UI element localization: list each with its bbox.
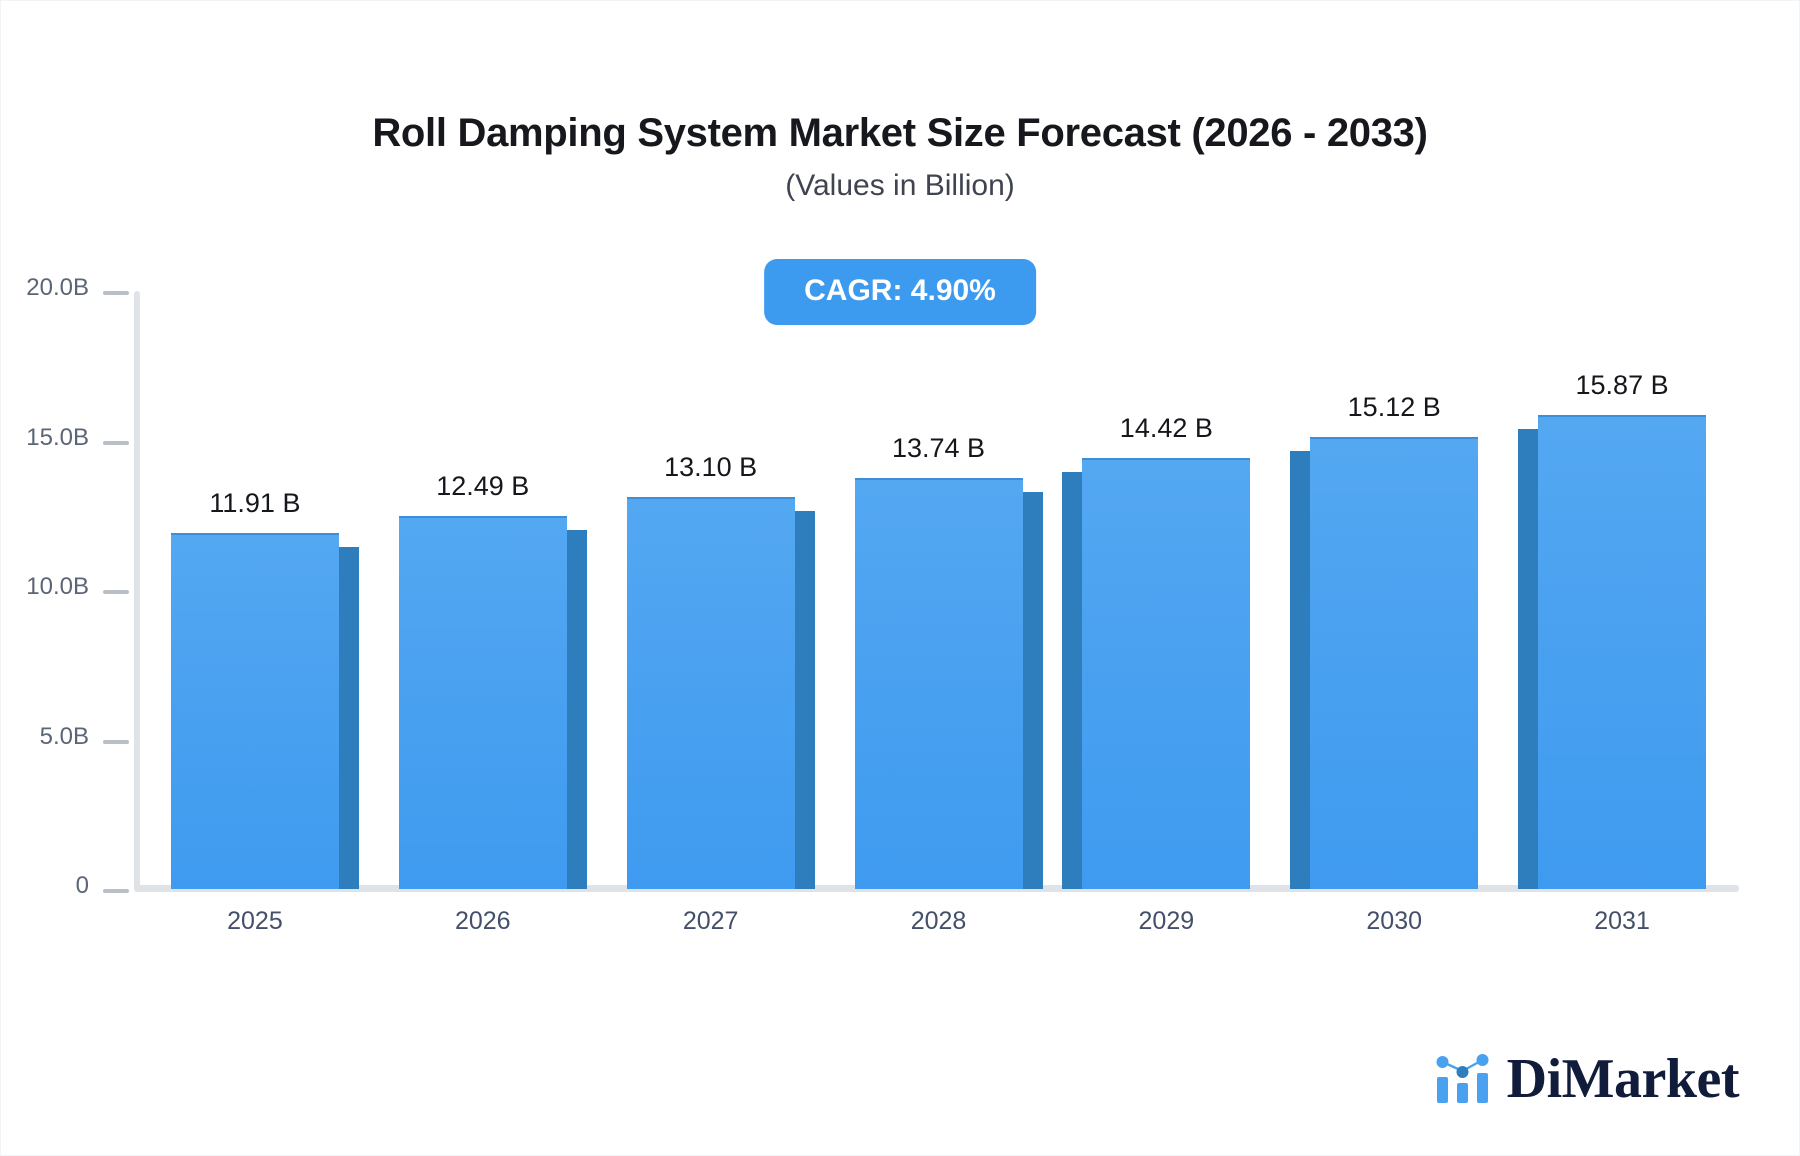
bar-front-face [854,478,1023,889]
plot-area: 11.91 B 12.49 B 13.10 B 13.74 B 14.42 B 15.12… [141,291,1736,889]
chart-subtitle: (Values in Billion) [785,169,1015,202]
bar-side-face [1022,492,1043,889]
y-tick-mark [103,291,129,295]
y-tick-label: 5.0B [39,722,89,750]
y-tick-label: 20.0B [26,274,89,301]
bar-front-face [1082,457,1251,889]
x-tick-label-2029: 2029 [1138,907,1195,935]
bar-top-bevel [1290,436,1311,451]
x-tick-label-2031: 2031 [1594,907,1650,935]
bar-2029[interactable]: 14.42 B [1062,413,1251,889]
bar-value-label: 15.87 B [1575,369,1669,400]
chart-title: Roll Damping System Market Size Forecast… [372,111,1428,155]
bar-front-face [626,497,795,889]
y-tick-label: 0 [75,872,89,899]
logo-wordmark: DiMarket [1506,1048,1740,1110]
x-tick-label-2030: 2030 [1366,907,1423,935]
bar-value-label: 13.10 B [664,452,758,483]
y-tick-mark [103,889,129,893]
bar-side-face [1062,471,1083,889]
bar-side-face [566,529,587,889]
y-tick-mark [103,440,129,445]
x-tick-label-2028: 2028 [910,907,967,935]
bar-value-label: 14.42 B [1119,412,1213,443]
bar-front-face [170,532,339,889]
bar-top-bevel [794,497,815,512]
bar-top-bevel [566,515,587,530]
bar-value-label: 11.91 B [209,487,301,518]
y-tick-mark [103,590,129,594]
y-tick-label: 10.0B [26,573,89,600]
bar-top-bevel [1518,414,1539,429]
bar-front-face [398,515,567,889]
bar-value-label: 13.74 B [891,433,986,464]
bar-front-face [1310,436,1479,889]
brand-logo: DiMarket [1435,1048,1740,1110]
bar-side-face [338,546,359,889]
bar-value-label: 15.12 B [1347,391,1441,422]
bar-top-bevel [1062,457,1083,472]
bar-2026[interactable]: 12.49 B [398,471,587,889]
y-axis-line [134,291,140,891]
bar-2028[interactable]: 13.74 B [854,433,1043,889]
cagr-badge[interactable]: CAGR: 4.90% [764,259,1036,325]
bar-side-face [1290,450,1311,889]
bar-2025[interactable]: 11.91 B [170,488,359,889]
y-tick-mark [103,739,129,744]
x-tick-label-2026: 2026 [454,907,511,935]
x-tick-label-2027: 2027 [682,907,739,935]
bar-side-face [794,511,815,889]
bar-top-bevel [1022,478,1043,493]
bar-2030[interactable]: 15.12 B [1290,392,1479,889]
x-tick-label-2025: 2025 [227,907,283,935]
bar-2031[interactable]: 15.87 B [1518,370,1707,889]
bar-front-face [1538,414,1707,889]
bar-top-bevel [338,532,359,547]
bar-value-label: 12.49 B [436,470,530,501]
bar-side-face [1518,428,1539,889]
y-tick-label: 15.0B [26,423,89,451]
bar-chart-icon [1436,1054,1489,1103]
bar-2027[interactable]: 13.10 B [626,452,815,889]
